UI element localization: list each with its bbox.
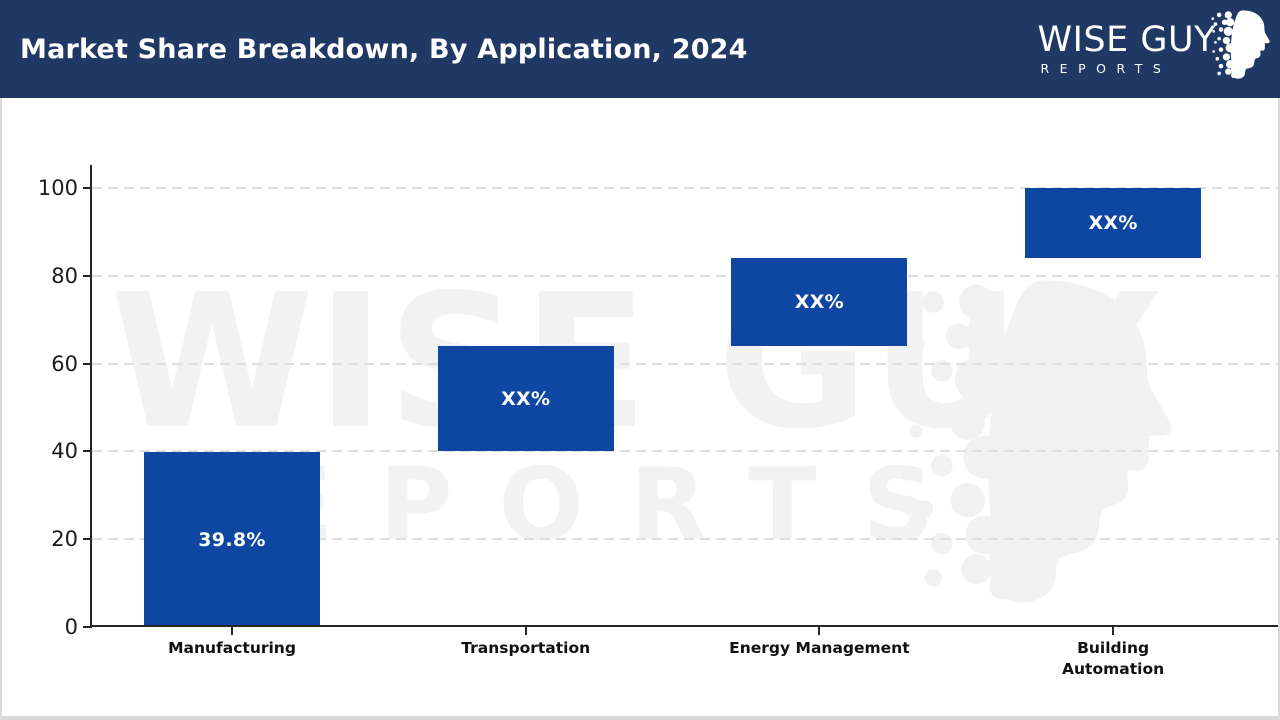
bar-transportation: XX%	[437, 346, 614, 452]
wise-guy-head-icon	[1210, 9, 1274, 83]
bottom-border	[0, 716, 1280, 720]
y-axis-tick-label: 60	[51, 351, 78, 376]
y-axis-tick-label: 80	[51, 263, 78, 288]
y-axis-tick	[83, 450, 92, 453]
header-bar: Market Share Breakdown, By Application, …	[0, 0, 1280, 98]
bar-value-label: XX%	[1088, 212, 1138, 235]
x-axis-category-label: Building Automation	[1062, 639, 1165, 678]
y-axis-tick-label: 100	[37, 176, 78, 200]
wise-guy-logo-text: WISE GUY REPORTS	[1037, 22, 1216, 76]
x-axis-category-label: Transportation	[461, 639, 591, 657]
gridline	[92, 362, 1278, 365]
chart-title: Market Share Breakdown, By Application, …	[20, 33, 748, 65]
logo-name-text: WISE GUY	[1037, 20, 1216, 60]
bar-energy-management: XX%	[731, 258, 908, 347]
gridline	[92, 187, 1278, 189]
x-axis-category-label: Manufacturing	[168, 639, 296, 657]
bar-manufacturing: 39.8%	[144, 452, 320, 627]
y-axis-tick	[83, 187, 92, 189]
gridline	[92, 274, 1278, 277]
x-axis-tick	[231, 627, 233, 635]
bar-value-label: 39.8%	[198, 528, 266, 551]
y-axis-tick	[83, 626, 92, 628]
watermark-head-icon	[890, 276, 1192, 621]
y-axis-line	[90, 165, 92, 627]
y-axis-tick-label: 20	[51, 527, 78, 552]
y-axis-tick	[83, 274, 92, 277]
logo-tagline-text: REPORTS	[1040, 61, 1172, 76]
y-axis-tick-label: 0	[64, 615, 78, 639]
x-axis-line	[90, 625, 1278, 627]
plot-area: WISE GUY REPORTS 0 20 40 60 80 100 39.8% Manufa…	[0, 98, 1280, 720]
x-axis-category-label: Energy Management	[729, 639, 910, 657]
x-axis-tick	[524, 627, 527, 635]
gridline	[92, 538, 1278, 541]
wise-guy-logo: WISE GUY REPORTS	[1037, 0, 1274, 98]
y-axis-tick	[83, 362, 92, 365]
bar-building-automation: XX%	[1025, 188, 1202, 259]
y-axis-tick	[83, 538, 92, 541]
bar-value-label: XX%	[794, 291, 845, 314]
y-axis-tick-label: 40	[51, 439, 78, 464]
bar-value-label: XX%	[501, 387, 551, 410]
gridline	[92, 450, 1278, 453]
x-axis-tick	[818, 627, 821, 635]
x-axis-tick	[1112, 627, 1115, 635]
